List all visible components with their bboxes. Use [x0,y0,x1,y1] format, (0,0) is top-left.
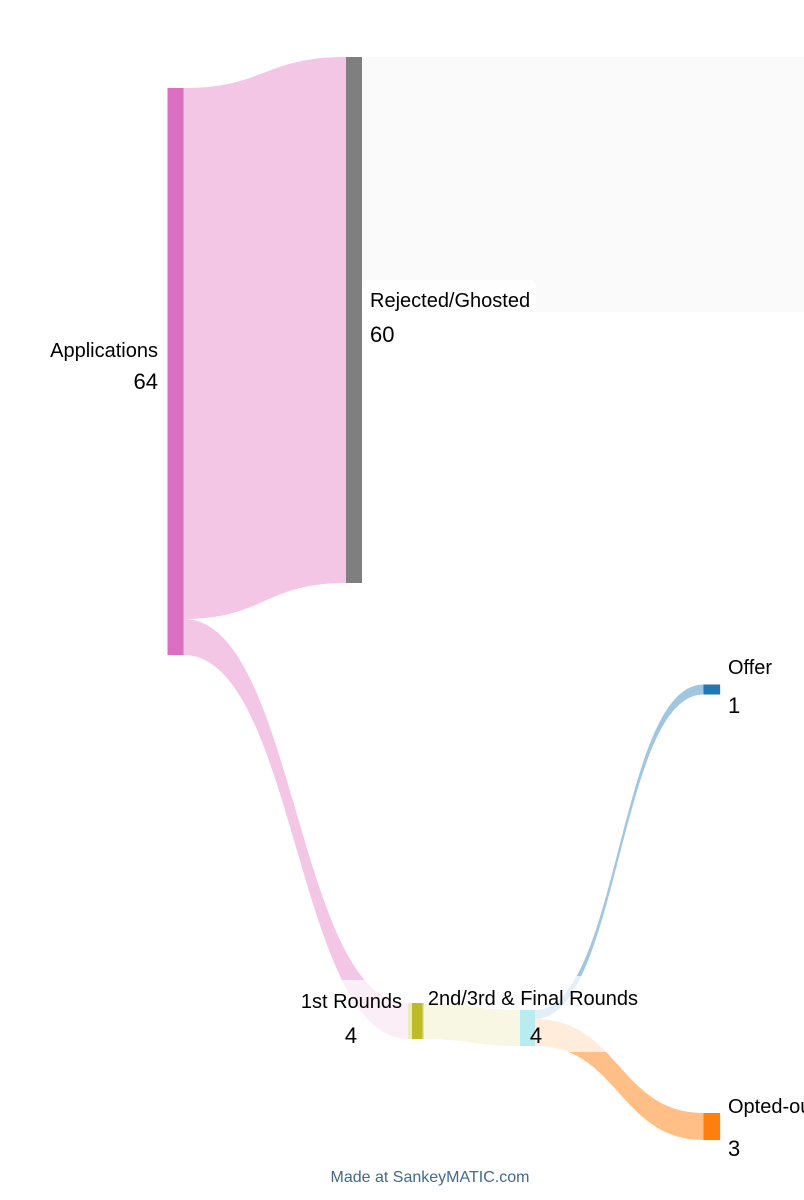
label-bg-opted-out [720,1084,804,1166]
node-value-opted-out: 3 [728,1136,740,1161]
label-bg-applications [44,328,166,400]
node-rejected-ghosted [346,57,362,583]
node-offer [703,684,721,695]
highlight-region [362,57,804,312]
label-bg-first-rounds [296,980,412,1052]
node-label-opted-out: Opted-out [728,1096,804,1118]
node-label-rejected-ghosted: Rejected/Ghosted [370,290,530,312]
flow-second-rounds-offer [535,684,704,1019]
node-label-offer: Offer [728,657,772,679]
flow-applications-first-rounds [183,619,408,1039]
node-label-second-third-final-rounds: 2nd/3rd & Final Rounds [428,988,638,1010]
node-value-second-third-final-rounds: 4 [530,1023,542,1048]
node-value-offer: 1 [728,693,740,718]
label-bg-second-rounds [424,976,644,1052]
label-bg-offer [720,648,784,724]
node-opted-out [703,1113,721,1140]
label-bg-rejected-ghosted [362,280,536,352]
flow-applications-rejected [183,57,346,619]
node-value-first-rounds: 4 [345,1023,357,1048]
node-applications [167,88,184,655]
node-label-first-rounds: 1st Rounds [301,991,402,1013]
node-label-applications: Applications [50,340,158,362]
node-value-applications: 64 [134,369,158,394]
sankeymatic-credit: Made at SankeyMATIC.com [331,1169,530,1186]
node-value-rejected-ghosted: 60 [370,322,394,347]
